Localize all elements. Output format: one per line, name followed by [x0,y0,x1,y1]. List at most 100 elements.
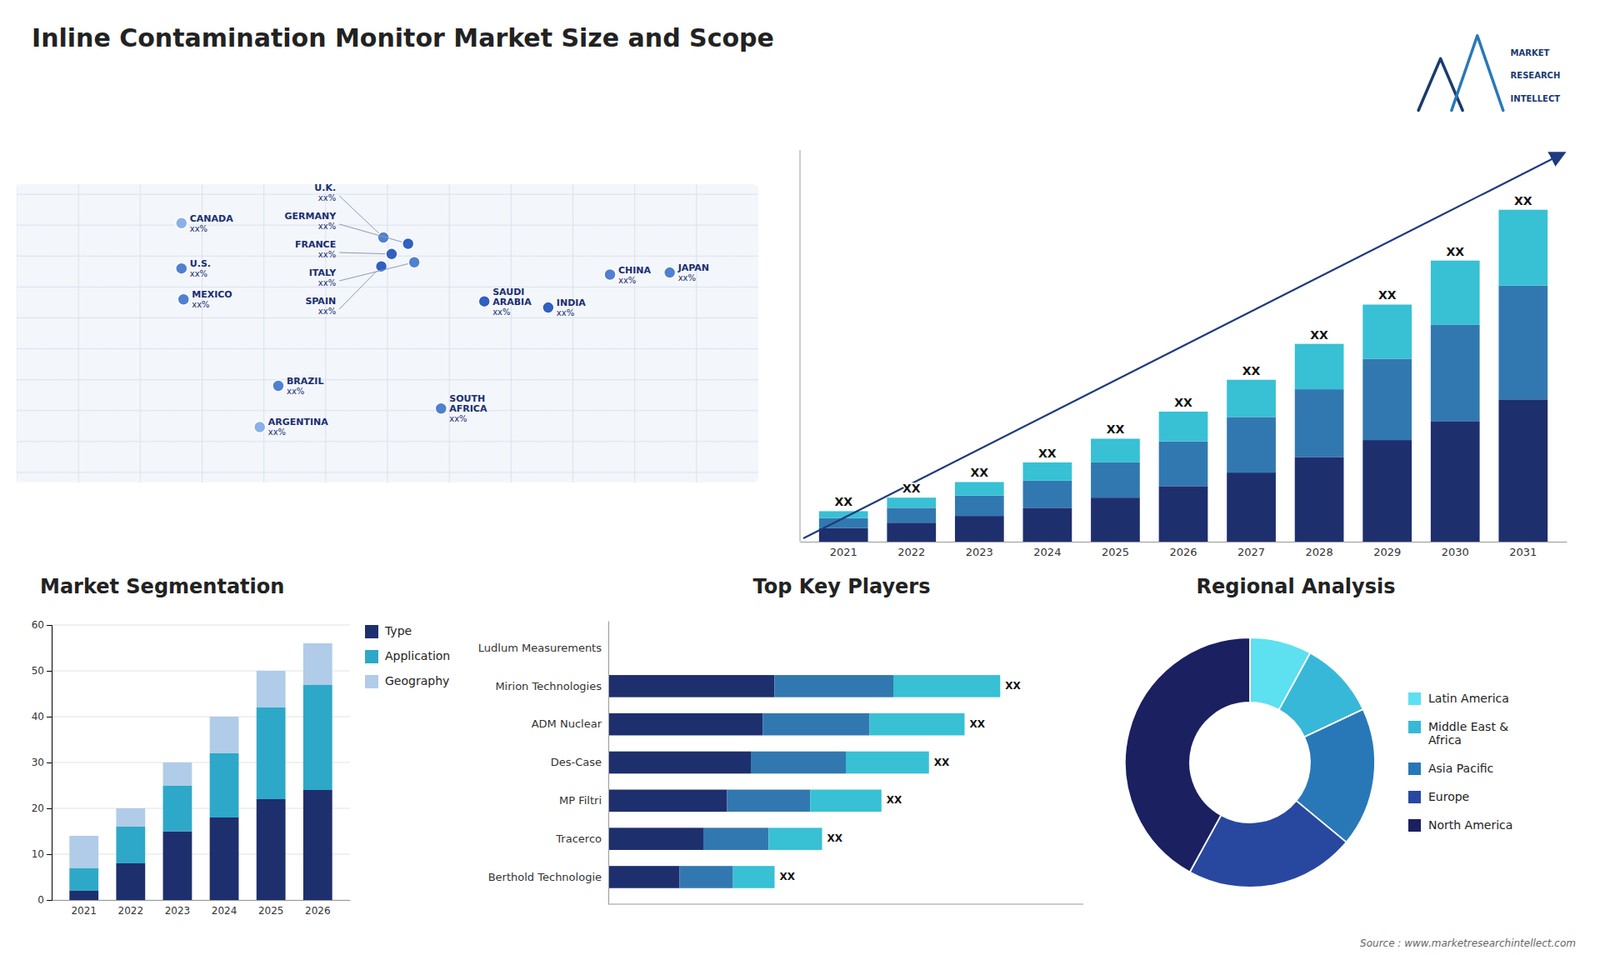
bar-segment [608,713,763,736]
bar-segment [256,707,286,800]
tick-mark [46,808,52,810]
country-marker [175,262,188,275]
country-value-label: xx% [318,221,336,231]
bar-series [819,210,1548,519]
bar-segment [210,817,240,900]
country: INDIAxx% [542,297,587,318]
tick: Des-Case [550,755,609,769]
data-labels: XXXXXXXXXXXXXXXXXXXXXX [834,194,1532,510]
map: CANADAxx%U.S.xx%MEXICOxx%BRAZILxx%ARGENT… [16,182,759,483]
bar-segment [115,826,145,864]
tick: 2023 [965,541,994,559]
tick-label: 40 [31,710,45,723]
bar-segment [608,751,751,775]
leader-line [339,252,392,255]
data-label: XX [834,495,853,509]
country-label-line: U.S. [190,258,211,270]
logo-text: MARKET [1510,48,1550,58]
country: U.S.xx% [175,258,211,279]
bar-segment [893,675,1000,698]
country-marker [542,301,555,314]
slices [1125,637,1375,888]
tick: 50 [31,665,52,677]
bar-segment [1430,420,1480,542]
country-label: ITALY [309,267,338,279]
tick: 2024 [211,900,238,917]
bar-segment [1090,497,1140,542]
bar-series [69,643,332,869]
bar-segment [1430,260,1480,325]
country-marker [604,269,616,281]
tick-label: ADM Nuclear [531,717,603,730]
country-value-label: xx% [618,275,636,285]
bar-series [608,675,775,889]
bar-segment [303,685,333,791]
country-marker [272,380,285,392]
legend-label: Geography [385,674,450,688]
country-label-line: INDIA [556,297,587,309]
country-marker [385,248,398,260]
tick-label: Mirion Technologies [495,680,602,693]
country-label: BRAZIL [286,375,324,387]
bar-segment [256,670,286,708]
country-marker [254,420,266,433]
country-value-label: xx% [678,273,696,283]
country-value-label: xx% [556,308,575,318]
tick: Berthold Technologie [488,870,609,884]
legend-label-line: Africa [1428,733,1462,747]
bar-segment [1159,485,1209,542]
bar-segment [762,713,870,736]
axis: 202120222023202420252026 [52,900,351,917]
country-marker [664,266,676,279]
tick: 60 [31,619,52,631]
tick-label: Tracerco [555,832,602,845]
tick: 2025 [258,900,285,917]
legend-swatch [365,675,379,689]
tick-label: 2026 [1169,545,1197,559]
bar-segment [1023,462,1073,481]
country-label: SOUTHAFRICA [449,393,488,415]
logo-text: INTELLECT [1510,94,1561,104]
logo: MARKETRESEARCHINTELLECT [1418,35,1560,111]
leader-line [339,224,409,244]
bar-segment [1023,480,1073,509]
bar-segment [886,522,936,542]
legend-item: Geography [365,674,450,689]
country-value-label: xx% [318,193,336,203]
bar-segment [1498,285,1548,400]
bar-segment [1226,472,1276,542]
country-label: ARGENTINA [268,416,330,428]
pie-chart: Latin AmericaMiddle East &AfricaAsia Pac… [1125,637,1513,888]
bar-segment [210,753,240,818]
data-label: XX [1242,364,1261,378]
country-label: FRANCE [295,239,336,250]
tick-label: 2027 [1237,545,1265,559]
country: FRANCExx% [295,239,398,260]
bar-segment [750,751,846,775]
value-axis-line [800,150,801,542]
tick-label: 50 [31,665,45,677]
country-label-line: CHINA [618,265,652,276]
data-label: XX [902,481,921,495]
logo-mountain [1451,35,1504,111]
data-label: XX [1106,422,1125,436]
data-label: XX [1174,395,1193,410]
tick: 2022 [118,900,145,917]
bar-series [733,675,1001,889]
legend-label: Asia Pacific [1428,761,1494,775]
country-label-line: FRANCE [295,239,336,250]
country-value-label: xx% [191,300,210,310]
country-value-label: xx% [318,250,336,260]
country-label: JAPAN [677,262,710,274]
axis-line [608,621,610,905]
leader-line [339,195,384,238]
bars [69,643,332,900]
tick: 2028 [1305,541,1334,559]
country: SPAINxx% [305,260,387,316]
tick-mark [46,716,52,718]
data-label: XX [1005,680,1021,692]
map-background [16,184,759,483]
country: ITALYxx% [309,256,420,288]
bar-segment [608,827,704,850]
country: GERMANYxx% [285,210,415,250]
